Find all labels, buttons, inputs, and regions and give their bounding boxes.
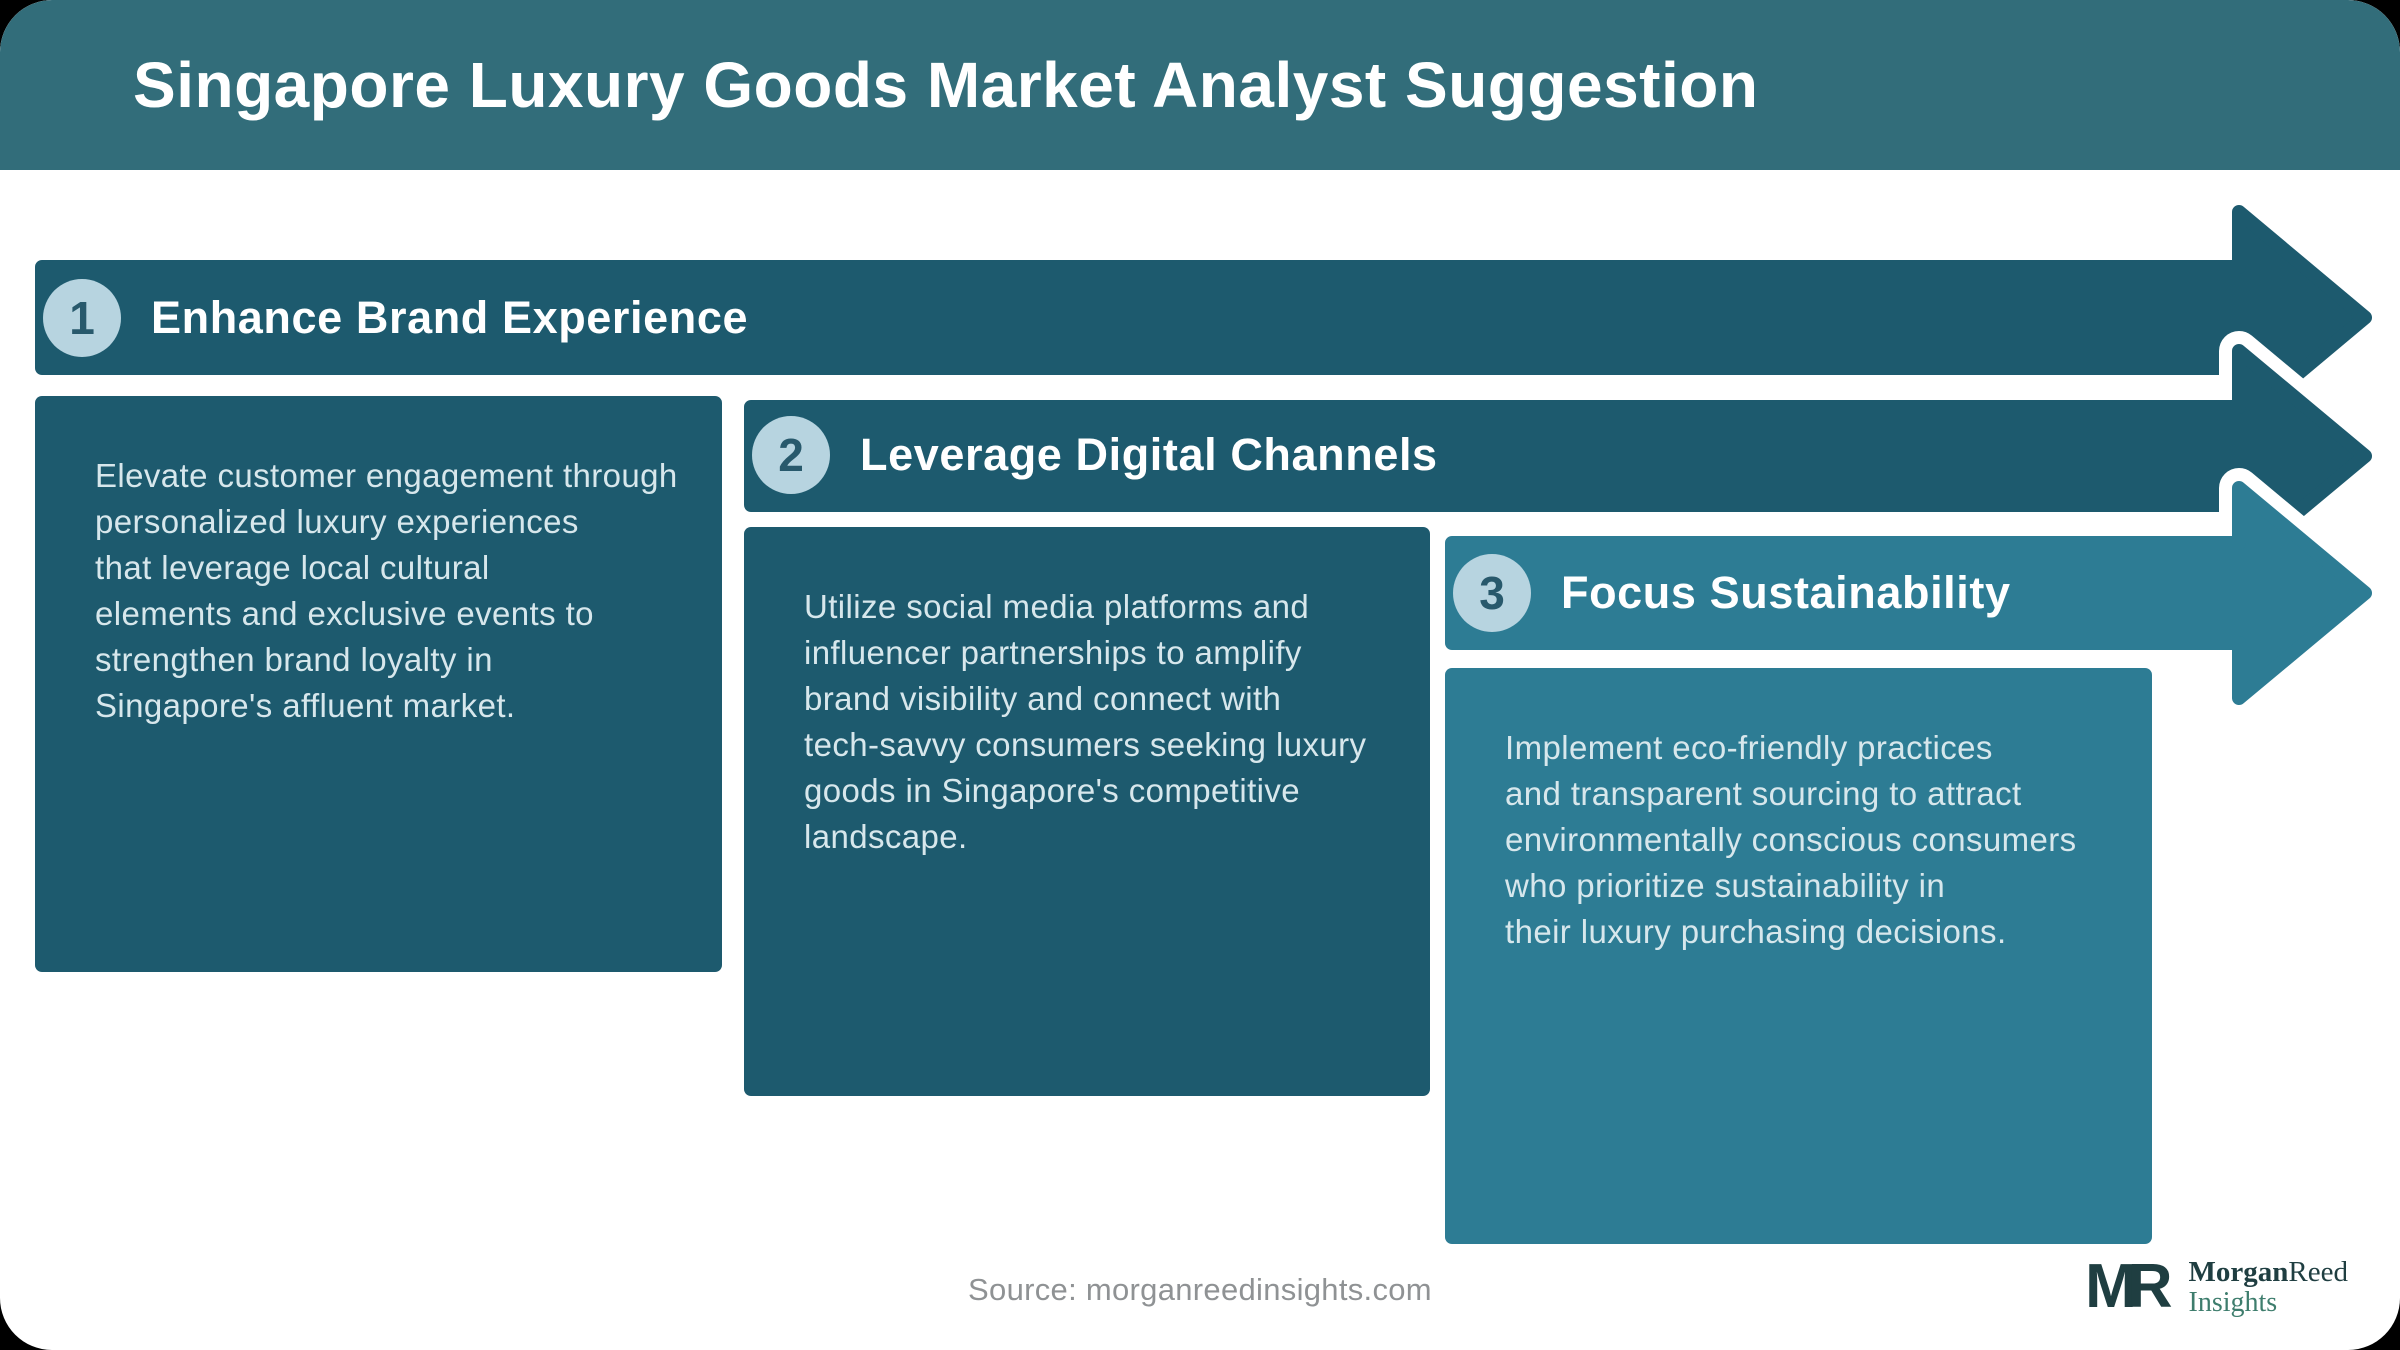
step-banner-2: 2 Leverage Digital Channels: [744, 398, 2232, 512]
step-box-2: Utilize social media platforms and influ…: [744, 527, 1430, 1096]
header-bar: Singapore Luxury Goods Market Analyst Su…: [0, 0, 2400, 170]
step-number-badge-1: 1: [43, 278, 121, 357]
logo-name-bold: Morgan: [2188, 1255, 2289, 1288]
brand-logo: MR MorganReed Insights: [2085, 1256, 2348, 1318]
step-box-1: Elevate customer engagement through pers…: [35, 396, 722, 972]
arrow-3: [1445, 481, 2372, 705]
logo-tagline: Insights: [2188, 1286, 2278, 1318]
step-description-2: Utilize social media platforms and influ…: [804, 588, 1367, 855]
step-heading-3: Focus Sustainability: [1561, 567, 2011, 618]
step-heading-1: Enhance Brand Experience: [151, 291, 749, 343]
step-box-3: Implement eco-friendly practices and tra…: [1445, 668, 2152, 1244]
step-banner-1: 1 Enhance Brand Experience: [35, 260, 2232, 375]
logo-text: MorganReed Insights: [2188, 1256, 2348, 1318]
page-title: Singapore Luxury Goods Market Analyst Su…: [133, 49, 1759, 121]
logo-name: MorganReed: [2189, 1256, 2348, 1288]
step-heading-2: Leverage Digital Channels: [860, 429, 1438, 480]
arrow-2: [744, 344, 2372, 568]
source-text: Source: morganreedinsights.com: [968, 1272, 1432, 1307]
arrow-1: [35, 205, 2372, 430]
step-banner-3: 3 Focus Sustainability: [1445, 536, 2232, 650]
step-number-badge-2: 2: [752, 416, 830, 494]
step-number-badge-3: 3: [1453, 554, 1531, 632]
step-description-1: Elevate customer engagement through pers…: [95, 457, 678, 724]
logo-name-regular: Reed: [2288, 1255, 2348, 1288]
step-number-1: 1: [69, 291, 95, 344]
logo-monogram-icon: MR: [2085, 1252, 2172, 1321]
step-number-2: 2: [778, 429, 804, 481]
step-description-3: Implement eco-friendly practices and tra…: [1505, 729, 2077, 950]
step-number-3: 3: [1479, 567, 1505, 619]
